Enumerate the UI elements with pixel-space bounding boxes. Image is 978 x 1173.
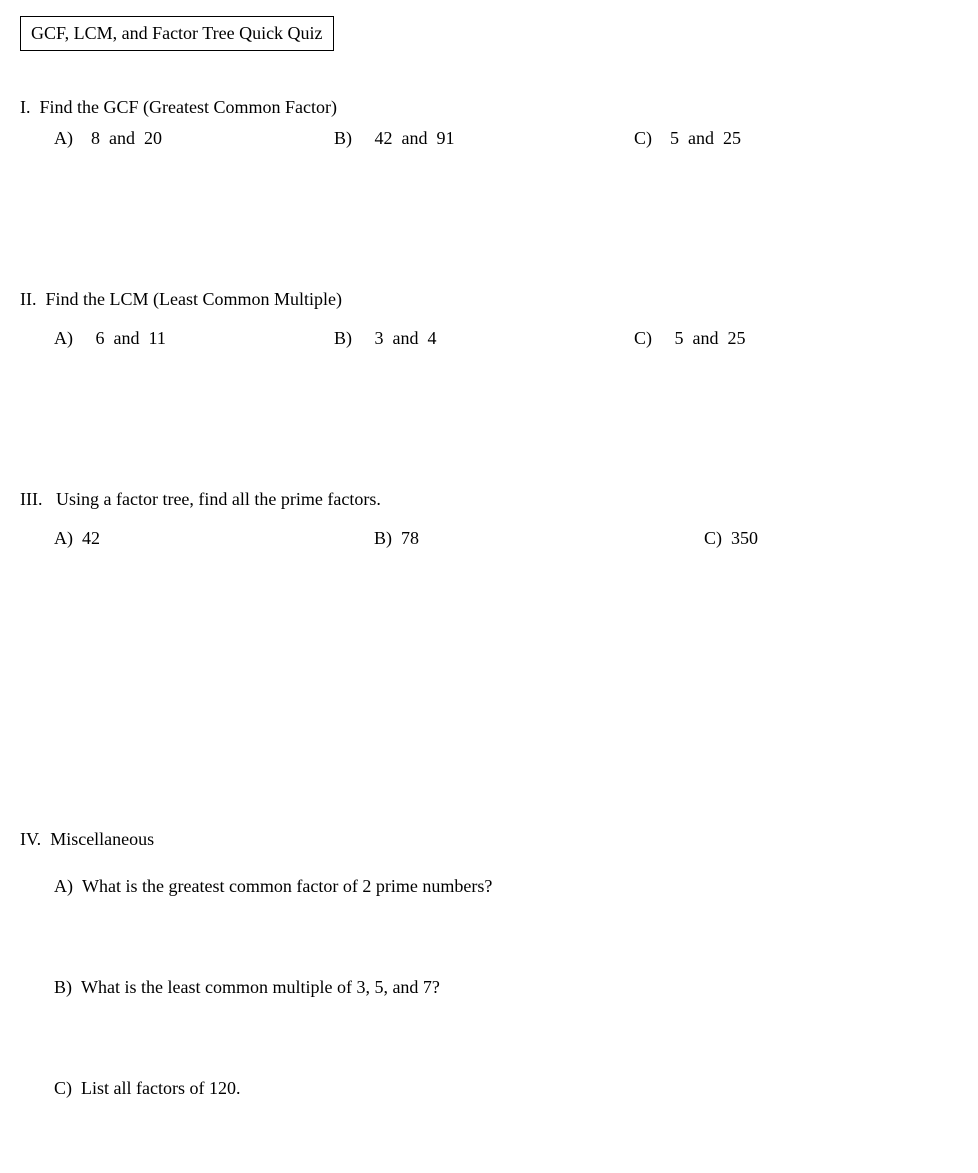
section-3-option-c: C) 350 — [704, 528, 758, 549]
section-3: III. Using a factor tree, find all the p… — [20, 489, 978, 549]
section-3-numeral: III. — [20, 489, 42, 509]
section-1-options: A) 8 and 20 B) 42 and 91 C) 5 and 25 — [20, 128, 978, 149]
section-2-option-c: C) 5 and 25 — [634, 328, 746, 349]
section-2-option-a: A) 6 and 11 — [54, 328, 334, 349]
section-3-options: A) 42 B) 78 C) 350 — [20, 528, 978, 549]
section-1-option-b: B) 42 and 91 — [334, 128, 634, 149]
quiz-title: GCF, LCM, and Factor Tree Quick Quiz — [31, 23, 323, 43]
section-1-prompt: Find the GCF (Greatest Common Factor) — [40, 97, 337, 117]
section-4-numeral: IV. — [20, 829, 41, 849]
section-2: II. Find the LCM (Least Common Multiple)… — [20, 289, 978, 349]
section-2-options: A) 6 and 11 B) 3 and 4 C) 5 and 25 — [20, 328, 978, 349]
section-3-header: III. Using a factor tree, find all the p… — [20, 489, 978, 510]
section-2-option-b: B) 3 and 4 — [334, 328, 634, 349]
quiz-title-box: GCF, LCM, and Factor Tree Quick Quiz — [20, 16, 334, 51]
section-4-item-b: B) What is the least common multiple of … — [54, 977, 978, 998]
section-1-numeral: I. — [20, 97, 31, 117]
section-4: IV. Miscellaneous A) What is the greates… — [20, 829, 978, 1099]
section-2-prompt: Find the LCM (Least Common Multiple) — [46, 289, 342, 309]
section-4-item-a: A) What is the greatest common factor of… — [54, 876, 978, 897]
section-4-header: IV. Miscellaneous — [20, 829, 978, 850]
section-2-numeral: II. — [20, 289, 37, 309]
section-2-header: II. Find the LCM (Least Common Multiple) — [20, 289, 978, 310]
section-4-prompt: Miscellaneous — [50, 829, 154, 849]
section-3-prompt: Using a factor tree, find all the prime … — [56, 489, 381, 509]
section-3-option-b: B) 78 — [374, 528, 704, 549]
section-1: I. Find the GCF (Greatest Common Factor)… — [20, 97, 978, 149]
section-4-item-c: C) List all factors of 120. — [54, 1078, 978, 1099]
section-3-option-a: A) 42 — [54, 528, 374, 549]
section-1-option-c: C) 5 and 25 — [634, 128, 741, 149]
section-1-header: I. Find the GCF (Greatest Common Factor) — [20, 97, 978, 118]
section-1-option-a: A) 8 and 20 — [54, 128, 334, 149]
